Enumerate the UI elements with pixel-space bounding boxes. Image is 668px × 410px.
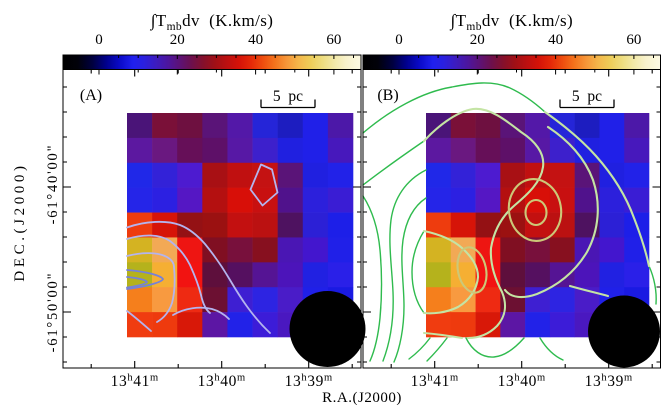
svg-text:5 pc: 5 pc xyxy=(572,88,602,105)
svg-text:20: 20 xyxy=(170,32,185,48)
svg-text:-61°50'00": -61°50'00" xyxy=(45,272,61,353)
svg-text:0: 0 xyxy=(95,32,103,48)
svg-text:13h39m: 13h39m xyxy=(285,373,333,391)
svg-text:60: 60 xyxy=(326,32,341,48)
svg-text:13h41m: 13h41m xyxy=(111,373,159,391)
svg-text:20: 20 xyxy=(470,32,485,48)
svg-text:13h40m: 13h40m xyxy=(198,373,246,391)
svg-text:40: 40 xyxy=(548,32,563,48)
svg-text:-61°40'00": -61°40'00" xyxy=(45,144,61,225)
svg-text:13h41m: 13h41m xyxy=(411,373,459,391)
svg-text:40: 40 xyxy=(248,32,263,48)
svg-text:R.A.(J2000): R.A.(J2000) xyxy=(322,390,402,405)
svg-text:5 pc: 5 pc xyxy=(273,88,303,105)
svg-text:DEC.(J2000): DEC.(J2000) xyxy=(12,162,28,281)
svg-text:(B): (B) xyxy=(377,87,398,104)
svg-text:(A): (A) xyxy=(80,87,102,104)
svg-text:13h40m: 13h40m xyxy=(498,373,546,391)
svg-text:13h39m: 13h39m xyxy=(585,373,633,391)
svg-text:0: 0 xyxy=(395,32,403,48)
svg-text:60: 60 xyxy=(626,32,641,48)
